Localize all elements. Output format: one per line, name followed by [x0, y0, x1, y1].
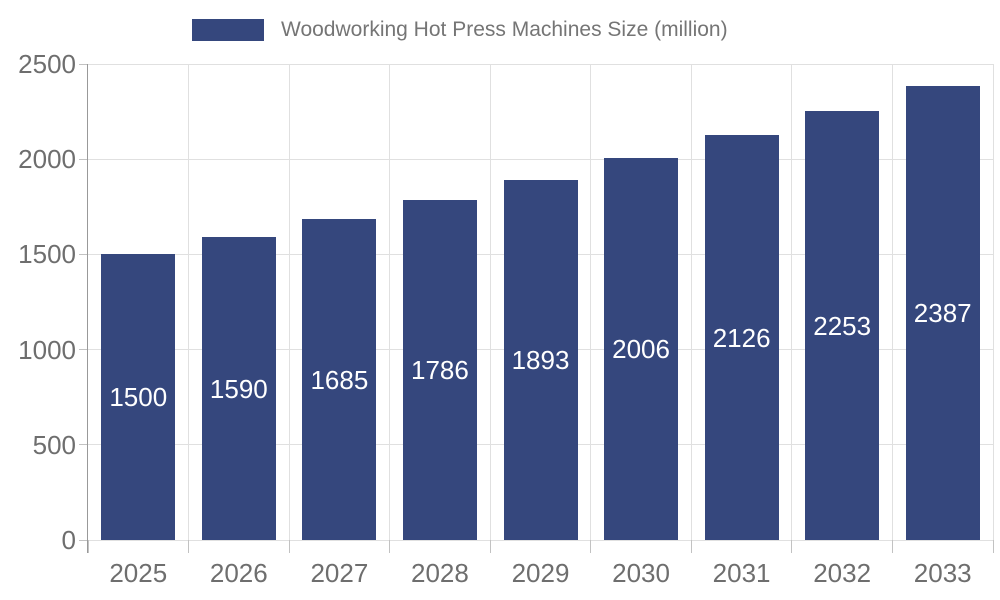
bar: 2126	[704, 135, 779, 540]
x-axis-tick	[188, 540, 190, 553]
legend-swatch	[192, 19, 264, 41]
x-axis-tick	[288, 540, 290, 553]
gridline-vertical	[188, 64, 190, 540]
bar-value-label: 1786	[411, 354, 469, 385]
gridline-vertical	[389, 64, 391, 540]
bar: 2006	[604, 158, 679, 540]
plot-area: 0 500 1000 1500 2000 2500 1500 2025 1590 2026 1685…	[18, 51, 994, 588]
y-tick-label: 2000	[18, 144, 76, 175]
bar: 1893	[503, 179, 578, 540]
x-axis-tick	[489, 540, 491, 553]
x-axis-tick	[791, 540, 793, 553]
gridline-vertical	[489, 64, 491, 540]
gridline-vertical	[690, 64, 692, 540]
x-tick-label: 2032	[813, 558, 872, 588]
y-tick-label: 2500	[18, 49, 76, 79]
x-tick-label: 2029	[511, 558, 570, 588]
x-axis-tick	[992, 540, 994, 553]
y-axis-tick	[79, 63, 87, 65]
x-tick-label: 2030	[612, 558, 670, 588]
bar-value-label: 1590	[209, 373, 268, 404]
y-axis-tick	[79, 444, 87, 446]
y-axis-tick	[79, 539, 87, 541]
y-axis-line	[87, 64, 88, 553]
y-tick-label: 1500	[18, 239, 76, 270]
bar: 1590	[201, 237, 276, 540]
y-tick-label: 1000	[18, 334, 76, 365]
x-tick-label: 2025	[109, 558, 168, 588]
bar-value-label: 1500	[109, 382, 168, 413]
gridline-vertical	[992, 64, 994, 540]
y-tick-label: 500	[32, 429, 76, 460]
legend: Woodworking Hot Press Machines Size (mil…	[192, 18, 728, 42]
gridline-vertical	[590, 64, 592, 540]
gridline-horizontal	[88, 158, 993, 160]
x-tick-label: 2026	[209, 558, 268, 588]
bar-value-label: 1893	[511, 344, 570, 375]
y-axis-tick	[79, 253, 87, 255]
bar-value-label: 1685	[310, 364, 369, 395]
x-axis-tick	[389, 540, 391, 553]
x-tick-label: 2031	[712, 558, 771, 588]
bar-value-label: 2126	[712, 322, 771, 353]
y-tick-label: 0	[61, 525, 76, 555]
bar: 2253	[805, 111, 880, 540]
bar-value-label: 2253	[813, 310, 872, 341]
gridline-horizontal	[88, 539, 993, 541]
x-tick-label: 2033	[913, 558, 972, 588]
gridline-vertical	[891, 64, 893, 540]
x-axis-tick	[690, 540, 692, 553]
x-axis-tick	[891, 540, 893, 553]
y-axis-tick	[79, 158, 87, 160]
x-axis-tick	[87, 540, 89, 553]
bar: 1685	[302, 219, 377, 540]
bar-value-label: 2387	[913, 297, 972, 328]
bar: 2387	[905, 85, 980, 540]
gridline-horizontal	[88, 63, 993, 65]
gridline-vertical	[791, 64, 793, 540]
bar-value-label: 2006	[612, 334, 670, 365]
x-tick-label: 2028	[411, 558, 469, 588]
bar: 1786	[402, 199, 477, 540]
gridline-vertical	[288, 64, 290, 540]
bar: 1500	[101, 254, 176, 540]
x-axis-tick	[590, 540, 592, 553]
x-tick-label: 2027	[310, 558, 369, 588]
y-axis-tick	[79, 349, 87, 351]
legend-label: Woodworking Hot Press Machines Size (mil…	[281, 18, 728, 41]
